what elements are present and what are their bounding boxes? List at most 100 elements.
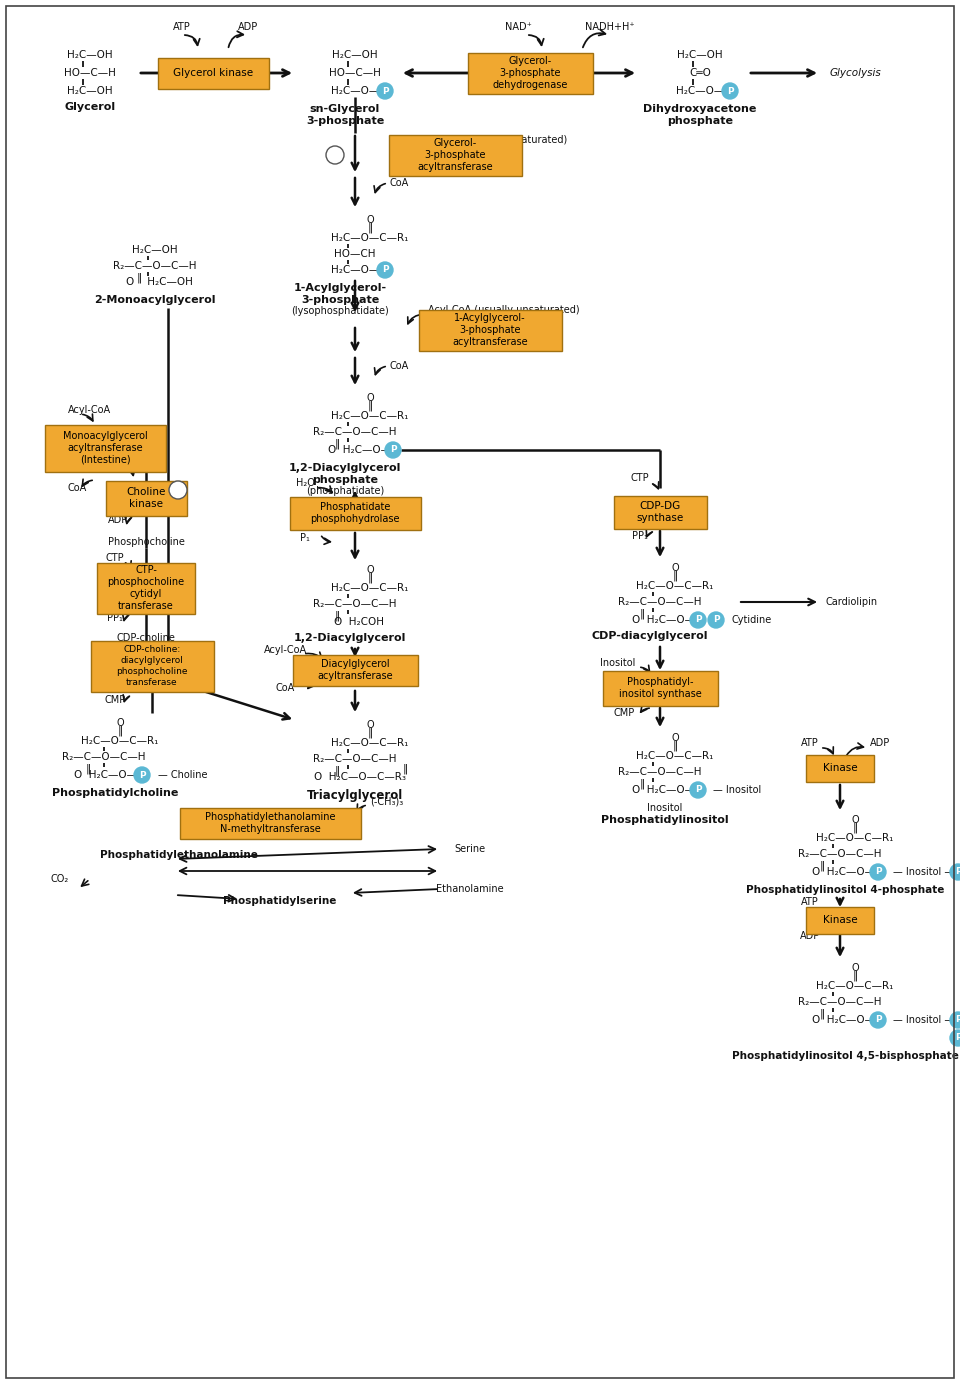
Text: HO—C—H: HO—C—H [329, 68, 381, 78]
Text: NADH+H⁺: NADH+H⁺ [586, 22, 635, 32]
Text: ‖: ‖ [368, 573, 372, 583]
Text: ‖: ‖ [820, 1009, 825, 1019]
Circle shape [950, 864, 960, 880]
Text: Inositol: Inositol [647, 803, 683, 812]
Text: ‖: ‖ [672, 740, 678, 752]
Text: ADP: ADP [238, 22, 258, 32]
Circle shape [722, 83, 738, 100]
Text: O  H₂COH: O H₂COH [334, 617, 384, 627]
Text: H₂C—O—C—R₁: H₂C—O—C—R₁ [636, 752, 713, 761]
Text: Phosphatidylinositol 4-phosphate: Phosphatidylinositol 4-phosphate [746, 884, 945, 895]
Text: H₂C—OH: H₂C—OH [67, 50, 113, 60]
Text: H₂C—OH: H₂C—OH [132, 245, 178, 255]
Text: Phosphatidylinositol: Phosphatidylinositol [601, 815, 729, 825]
Text: R₂—C—O—C—H: R₂—C—O—C—H [62, 752, 146, 763]
Text: PP₁: PP₁ [632, 531, 648, 541]
Text: Serine: Serine [454, 844, 486, 854]
Circle shape [690, 612, 706, 628]
Text: — Choline: — Choline [158, 770, 207, 781]
Text: 1,2-Diacylglycerol: 1,2-Diacylglycerol [289, 464, 401, 473]
Text: H₂C—O—: H₂C—O— [676, 86, 724, 95]
Text: R₂—C—O—C—H: R₂—C—O—C—H [313, 599, 396, 609]
Text: P: P [727, 86, 733, 95]
Text: Phosphatidyl-
inositol synthase: Phosphatidyl- inositol synthase [618, 677, 702, 699]
Text: ‖: ‖ [368, 728, 372, 738]
FancyBboxPatch shape [389, 134, 521, 176]
Text: 1-Acylglycerol-: 1-Acylglycerol- [294, 282, 387, 293]
Text: CoA: CoA [390, 361, 409, 371]
Text: O: O [116, 718, 124, 728]
Text: P: P [875, 1016, 881, 1024]
Text: ‖: ‖ [117, 725, 123, 736]
FancyBboxPatch shape [468, 53, 592, 94]
Text: ‖: ‖ [402, 764, 408, 774]
Text: sn-Glycerol: sn-Glycerol [310, 104, 380, 113]
Text: ATP: ATP [802, 738, 819, 747]
Text: Choline
kinase: Choline kinase [127, 487, 166, 509]
Text: 3-phosphate: 3-phosphate [306, 116, 384, 126]
Text: CoA: CoA [390, 179, 409, 188]
Text: R₂—C—O—C—H: R₂—C—O—C—H [799, 996, 881, 1008]
Text: R₂—C—O—C—H: R₂—C—O—C—H [313, 754, 396, 764]
Text: H₂C—O—C—R₁: H₂C—O—C—R₁ [331, 233, 409, 244]
Text: Phosphatidylinositol 4,5-bisphosphate: Phosphatidylinositol 4,5-bisphosphate [732, 1050, 958, 1062]
Text: (phosphatidate): (phosphatidate) [306, 486, 384, 495]
Text: ADP: ADP [108, 515, 128, 525]
Text: Dihydroxyacetone: Dihydroxyacetone [643, 104, 756, 113]
Text: Inositol: Inositol [600, 657, 635, 668]
FancyBboxPatch shape [180, 807, 361, 839]
Text: Glycerol-
3-phosphate
dehydrogenase: Glycerol- 3-phosphate dehydrogenase [492, 55, 567, 90]
Text: R₂—C—O—C—H: R₂—C—O—C—H [618, 597, 702, 608]
Circle shape [377, 83, 393, 100]
Text: CDP-choline:
diacylglycerol
phosphocholine
transferase: CDP-choline: diacylglycerol phosphocholi… [116, 645, 188, 686]
FancyBboxPatch shape [806, 754, 874, 782]
Circle shape [870, 864, 886, 880]
Text: Cardiolipin: Cardiolipin [825, 597, 877, 608]
Text: R₂—C—O—C—H: R₂—C—O—C—H [113, 262, 197, 271]
Text: PP₁: PP₁ [108, 613, 123, 623]
Text: H₂C—OH: H₂C—OH [677, 50, 723, 60]
Text: Diacylglycerol
acyltransferase: Diacylglycerol acyltransferase [317, 659, 393, 681]
FancyBboxPatch shape [44, 425, 165, 472]
Text: CTP: CTP [631, 473, 649, 483]
Text: CDP-diacylglycerol: CDP-diacylglycerol [591, 631, 708, 641]
Text: O: O [671, 563, 679, 573]
Text: ‖: ‖ [820, 861, 825, 872]
Text: HO—C—H: HO—C—H [64, 68, 116, 78]
Text: ②: ② [330, 149, 340, 161]
Circle shape [870, 1012, 886, 1028]
Text: — Inositol: — Inositol [713, 785, 761, 794]
Text: O  H₂C—O—: O H₂C—O— [633, 785, 695, 794]
Text: O    H₂C—OH: O H₂C—OH [126, 277, 192, 286]
FancyBboxPatch shape [293, 655, 418, 685]
Circle shape [326, 145, 344, 163]
Text: P: P [954, 1034, 960, 1042]
Text: Acyl-CoA: Acyl-CoA [263, 645, 306, 655]
Text: P: P [712, 616, 719, 624]
FancyBboxPatch shape [603, 670, 717, 706]
FancyBboxPatch shape [106, 480, 186, 515]
Text: H₂O: H₂O [296, 477, 315, 489]
Text: ATP: ATP [802, 897, 819, 907]
Circle shape [950, 1012, 960, 1028]
Text: H₂C—O—: H₂C—O— [331, 86, 379, 95]
FancyBboxPatch shape [806, 907, 874, 933]
Text: H₂C—OH: H₂C—OH [67, 86, 113, 95]
Text: H₂C—O—C—R₁: H₂C—O—C—R₁ [816, 981, 894, 991]
Text: O: O [366, 215, 373, 226]
Text: 2-Monoacylglycerol: 2-Monoacylglycerol [94, 295, 216, 304]
Text: O  H₂C—O—: O H₂C—O— [327, 446, 391, 455]
Text: O: O [366, 565, 373, 574]
Text: HO—CH: HO—CH [334, 249, 375, 259]
Text: (lysophosphatidate): (lysophosphatidate) [291, 306, 389, 316]
Text: O: O [671, 734, 679, 743]
Text: CoA: CoA [68, 483, 87, 493]
Text: Phosphatidate
phosphohydrolase: Phosphatidate phosphohydrolase [310, 502, 399, 525]
Circle shape [169, 482, 187, 500]
Text: ‖: ‖ [368, 401, 372, 411]
Text: CoA: CoA [276, 682, 295, 693]
Text: P: P [138, 771, 145, 779]
Text: Kinase: Kinase [823, 763, 857, 774]
Text: C═O: C═O [689, 68, 711, 78]
Text: 1-Acylglycerol-
3-phosphate
acyltransferase: 1-Acylglycerol- 3-phosphate acyltransfer… [452, 313, 528, 347]
